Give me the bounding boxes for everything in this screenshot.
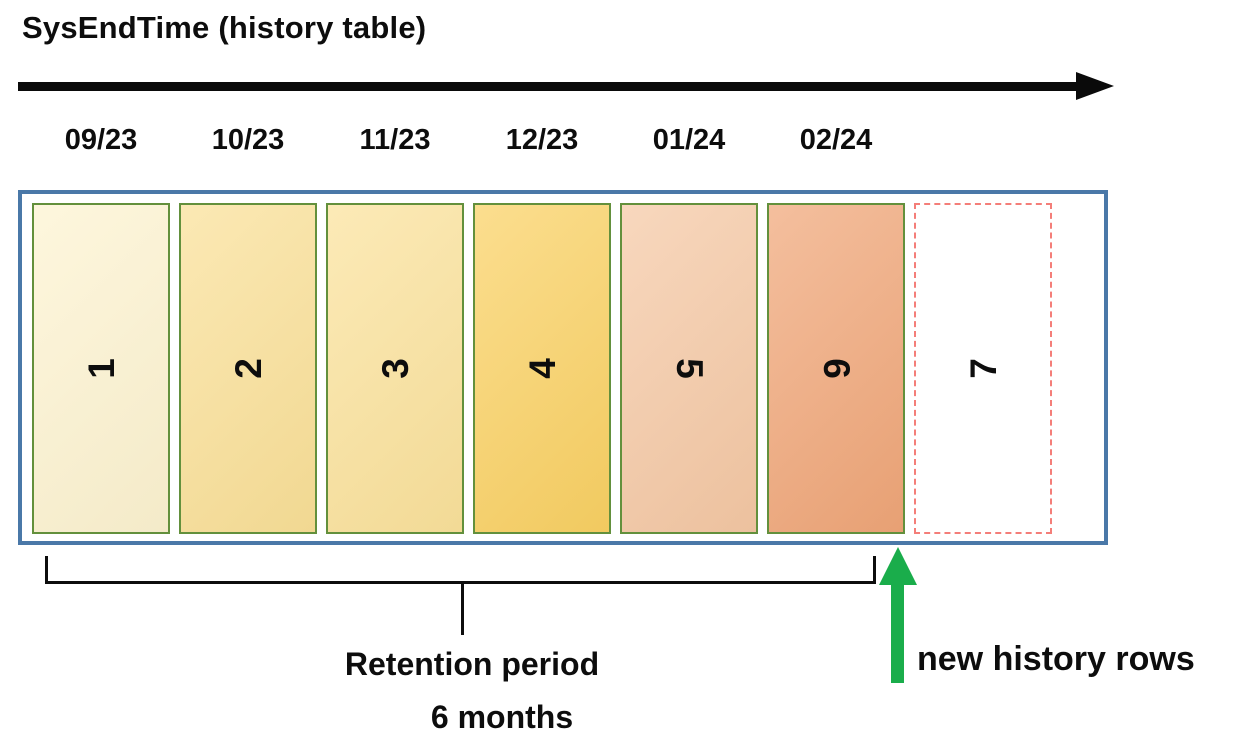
retention-bracket-center-tick [461,581,464,635]
partition-box-4: 4 [473,203,611,534]
retention-bracket-right-tick [873,556,876,584]
month-label-09-23: 09/23 [64,124,138,156]
partition-number: 7 [962,358,1004,379]
timeline-arrowhead-icon [1076,72,1114,100]
partition-shading [622,205,756,532]
retention-bracket-line [45,581,876,584]
partition-shading [181,205,315,532]
partition-box-6: 6 [767,203,905,534]
partition-shading [769,205,903,532]
partition-box-5: 5 [620,203,758,534]
timeline-axis-line [18,82,1078,91]
partition-number: 3 [374,358,416,379]
new-rows-arrow-shaft [891,582,904,683]
month-label-10-23: 10/23 [211,124,285,156]
partition-box-2: 2 [179,203,317,534]
partition-number: 5 [668,358,710,379]
partition-number: 4 [521,358,563,379]
partition-box-3: 3 [326,203,464,534]
partition-number: 1 [80,358,122,379]
retention-bracket-left-tick [45,556,48,584]
retention-period-label: Retention period [344,646,600,682]
month-label-11-23: 11/23 [359,124,431,156]
month-label-12-23: 12/23 [505,124,579,156]
partition-box-7-pending: 7 [914,203,1052,534]
partition-number: 2 [227,358,269,379]
new-rows-arrowhead-icon [879,547,917,585]
diagram-title: SysEndTime (history table) [22,10,427,45]
partition-number: 6 [815,358,857,379]
partition-box-1: 1 [32,203,170,534]
partition-shading [34,205,168,532]
month-label-01-24: 01/24 [652,124,726,156]
retention-duration-label: 6 months [430,699,574,735]
month-label-02-24: 02/24 [799,124,873,156]
partition-shading [328,205,462,532]
new-history-rows-label: new history rows [917,640,1195,678]
partition-shading [475,205,609,532]
